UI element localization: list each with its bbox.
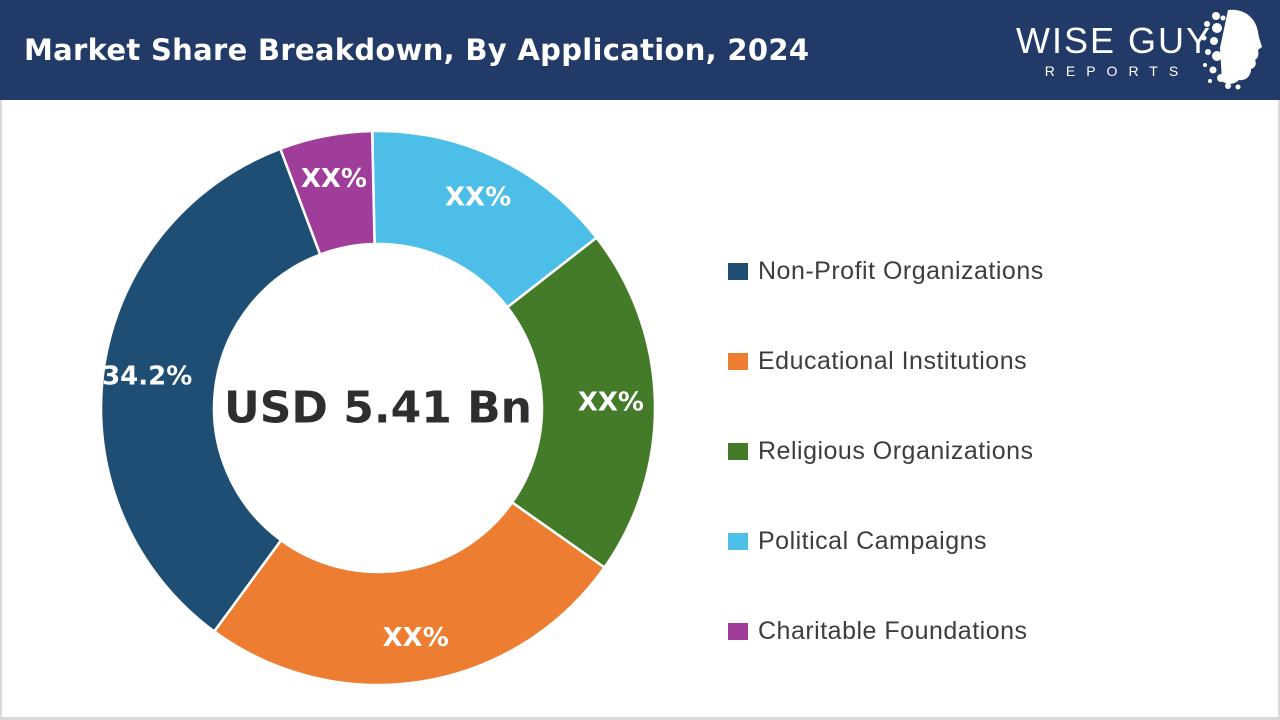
slice-label-non-profit-organizations: 34.2% xyxy=(102,361,192,391)
legend-item-non-profit: Non-Profit Organizations xyxy=(728,240,1044,302)
legend-swatch xyxy=(728,622,748,640)
donut-slice-religious-organizations xyxy=(506,236,657,569)
legend-label: Educational Institutions xyxy=(758,346,1028,375)
slice-label-political-campaigns: XX% xyxy=(445,183,511,213)
slice-label-religious-organizations: XX% xyxy=(578,387,644,417)
legend: Non-Profit Organizations Educational Ins… xyxy=(728,240,1044,690)
legend-label: Religious Organizations xyxy=(758,436,1034,465)
logo-subtitle: REPORTS xyxy=(1044,62,1190,79)
slice-label-charitable-foundations: XX% xyxy=(301,164,367,194)
legend-swatch xyxy=(728,262,748,280)
legend-label: Political Campaigns xyxy=(758,526,988,555)
legend-item-religious: Religious Organizations xyxy=(728,420,1044,482)
logo-wordmark: WISE GUY xyxy=(1015,20,1212,62)
legend-label: Charitable Foundations xyxy=(758,616,1028,645)
donut-center-value: USD 5.41 Bn xyxy=(224,382,532,434)
legend-item-political: Political Campaigns xyxy=(728,510,1044,572)
donut-slice-educational-institutions xyxy=(213,501,606,687)
wise-guy-reports-logo: WISE GUY REPORTS xyxy=(1016,8,1262,92)
donut-svg: XX% XX% XX% 34.2% XX% xyxy=(99,129,657,687)
slice-label-educational-institutions: XX% xyxy=(383,623,449,653)
donut-chart: XX% XX% XX% 34.2% XX% USD 5.41 Bn xyxy=(93,123,663,693)
legend-item-charitable: Charitable Foundations xyxy=(728,600,1044,662)
donut-slice-non-profit-organizations xyxy=(99,147,322,633)
legend-swatch xyxy=(728,352,748,370)
logo-text: WISE GUY REPORTS xyxy=(1016,21,1212,79)
legend-label: Non-Profit Organizations xyxy=(758,256,1044,285)
page-title: Market Share Breakdown, By Application, … xyxy=(24,33,810,67)
header-bar: Market Share Breakdown, By Application, … xyxy=(0,0,1280,100)
legend-swatch xyxy=(728,532,748,550)
donut-slice-charitable-foundations xyxy=(279,129,376,256)
dotted-face-icon xyxy=(1201,9,1262,90)
legend-item-educational: Educational Institutions xyxy=(728,330,1044,392)
legend-swatch xyxy=(728,442,748,460)
